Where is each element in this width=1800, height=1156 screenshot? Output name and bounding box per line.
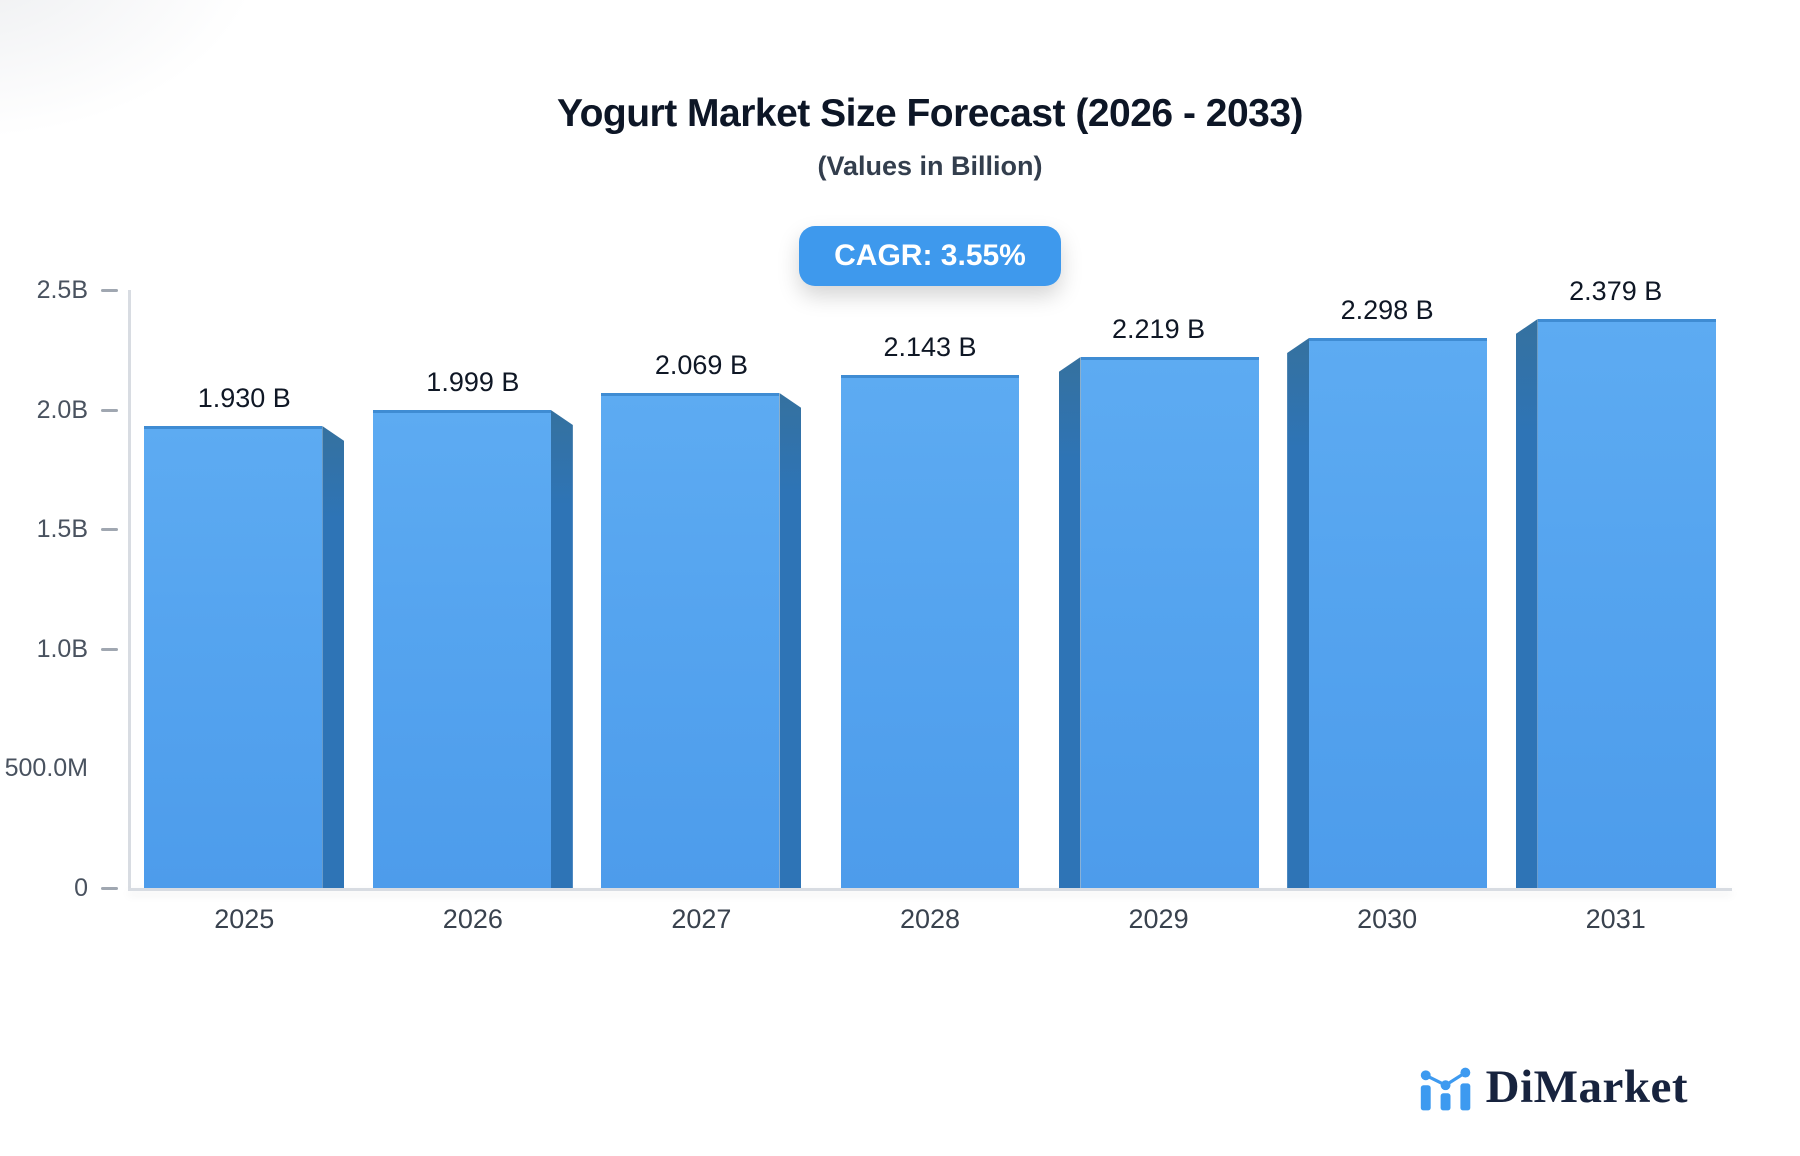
y-axis-tick-mark [101, 887, 118, 890]
x-axis-label: 2030 [1357, 904, 1418, 934]
y-axis-tick-label: 2.0B [36, 395, 88, 424]
bar-face [841, 375, 1019, 888]
bar-value-label: 2.298 B [1340, 295, 1434, 325]
bar-side-panel [1058, 357, 1081, 888]
dimarket-logo-icon [1420, 1067, 1470, 1111]
y-axis-tick-label: 1.5B [36, 515, 88, 544]
bar-side-panel [550, 410, 573, 888]
y-axis-tick-mark [101, 408, 118, 412]
y-axis-tick-label: 1.0B [36, 634, 88, 663]
x-axis-label: 2028 [899, 904, 961, 934]
bar-chart: 0 500.0M 1.0B 1.5B 2.0B 2.5B 1.930 B 2025 1.999 … [5, 276, 1732, 934]
bar-side-panel [779, 393, 802, 888]
x-axis-label: 2031 [1585, 904, 1646, 934]
chart-title: Yogurt Market Size Forecast (2026 - 2033… [556, 92, 1304, 135]
bar-face [601, 393, 780, 888]
bar-value-label: 1.999 B [426, 367, 520, 397]
brand-logo: DiMarket [1419, 1060, 1688, 1114]
bar-face [1537, 319, 1716, 888]
bar-value-label: 1.930 B [197, 383, 291, 413]
y-axis-tick-mark [101, 528, 118, 532]
bar-value-label: 2.379 B [1569, 276, 1663, 306]
bar-face [372, 410, 551, 888]
chart-subtitle: (Values in Billion) [817, 151, 1043, 181]
x-axis-label: 2027 [671, 904, 732, 934]
bar [1287, 338, 1488, 888]
bar-side-panel [1515, 319, 1538, 888]
y-axis-tick-mark [101, 289, 118, 292]
x-axis-label: 2029 [1128, 904, 1189, 934]
bar [372, 410, 573, 888]
cagr-badge: CAGR: 3.55% [799, 226, 1061, 286]
bar-face [1309, 338, 1488, 888]
bar-value-label: 2.069 B [654, 350, 748, 380]
x-axis-line [128, 888, 1732, 891]
y-axis-line [128, 290, 131, 891]
x-axis-label: 2025 [214, 904, 275, 934]
bar [1058, 357, 1259, 888]
bar-face [144, 426, 323, 888]
bar [1515, 319, 1716, 888]
x-axis-label: 2026 [442, 904, 503, 934]
y-axis-tick-mark [101, 647, 118, 651]
bar [144, 426, 345, 888]
y-axis-tick-label: 2.5B [36, 276, 88, 304]
bar-value-label: 2.219 B [1112, 314, 1206, 344]
y-axis-tick-label: 500.0M [4, 754, 88, 783]
bar-side-panel [322, 426, 345, 888]
brand-name: DiMarket [1485, 1061, 1688, 1113]
y-axis-tick-label: 0 [74, 874, 88, 902]
bar-value-label: 2.143 B [883, 332, 977, 362]
bar [601, 393, 802, 888]
bar [830, 375, 1030, 888]
chart-header: Yogurt Market Size Forecast (2026 - 2033… [130, 92, 1730, 286]
bar-side-panel [1287, 338, 1310, 888]
bar-face [1080, 357, 1259, 888]
